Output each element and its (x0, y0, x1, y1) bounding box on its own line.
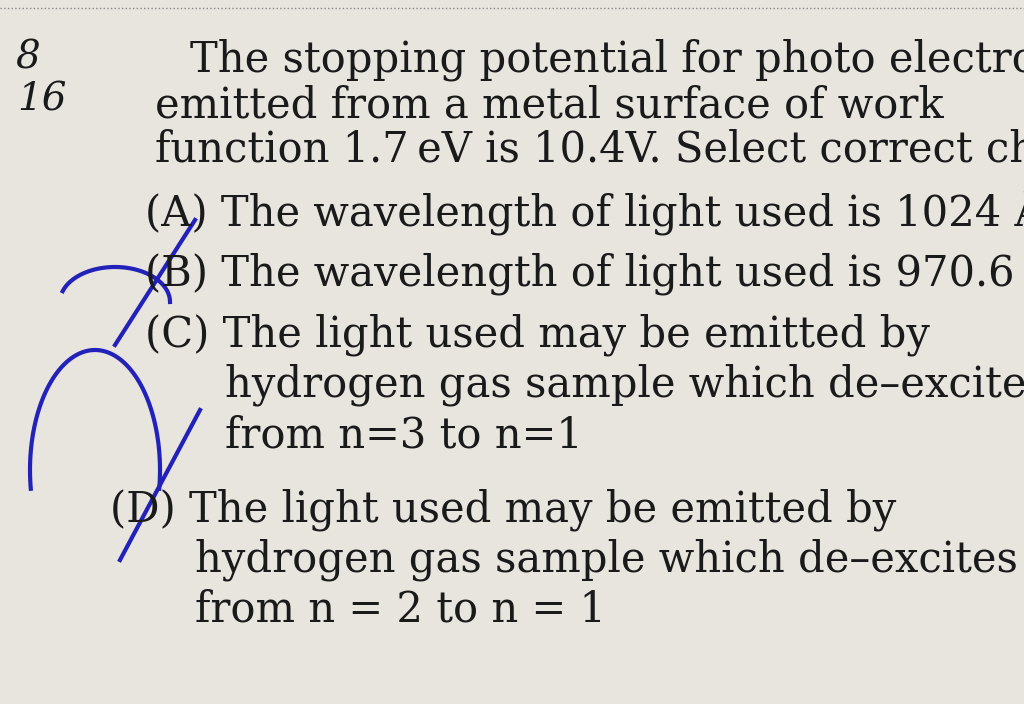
Text: function 1.7 eV is 10.4V. Select correct choice: function 1.7 eV is 10.4V. Select correct… (155, 129, 1024, 171)
Text: 8: 8 (15, 39, 40, 77)
Text: (B) The wavelength of light used is 970.6 Å: (B) The wavelength of light used is 970.… (145, 245, 1024, 295)
Text: The stopping potential for photo electron: The stopping potential for photo electro… (190, 39, 1024, 81)
Text: (D) The light used may be emitted by: (D) The light used may be emitted by (110, 489, 896, 532)
Text: from n = 2 to n = 1: from n = 2 to n = 1 (195, 589, 606, 631)
Text: hydrogen gas sample which de–excites: hydrogen gas sample which de–excites (195, 539, 1018, 582)
Text: (A) The wavelength of light used is 1024 Å: (A) The wavelength of light used is 1024… (145, 185, 1024, 234)
Text: (C) The light used may be emitted by: (C) The light used may be emitted by (145, 314, 930, 356)
Text: 16: 16 (17, 82, 67, 118)
Text: emitted from a metal surface of work: emitted from a metal surface of work (155, 84, 944, 126)
Text: from n=3 to n=1: from n=3 to n=1 (225, 414, 583, 456)
Text: hydrogen gas sample which de–excites: hydrogen gas sample which de–excites (225, 364, 1024, 406)
